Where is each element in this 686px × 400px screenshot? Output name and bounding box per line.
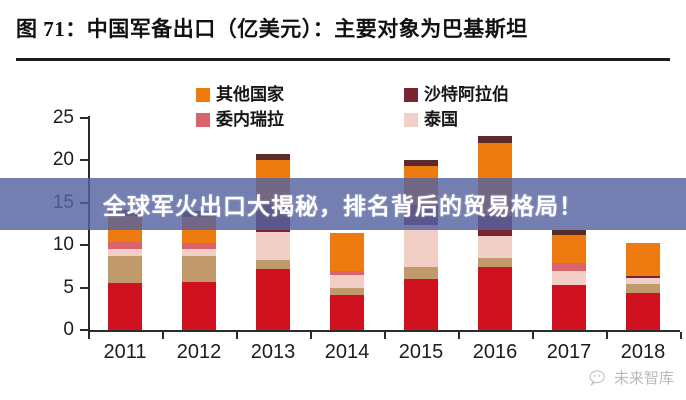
legend-item-other-countries: 其他国家	[196, 86, 284, 103]
y-axis-tick	[80, 286, 88, 289]
x-axis-line	[88, 330, 680, 332]
bar-segment[interactable]	[330, 232, 364, 271]
x-axis-tick-label: 2012	[176, 341, 222, 363]
bar-segment[interactable]	[108, 241, 142, 250]
overlay-banner: 全球军火出口大揭秘，排名背后的贸易格局！	[0, 178, 686, 230]
bar-segment[interactable]	[108, 282, 142, 330]
bar-segment[interactable]	[256, 260, 290, 269]
x-axis-tick	[384, 332, 386, 339]
bar-stack[interactable]	[552, 229, 586, 330]
bar-segment[interactable]	[478, 257, 512, 268]
bar-segment[interactable]	[404, 279, 438, 330]
bar-segment[interactable]	[256, 153, 290, 161]
legend-label: 委内瑞拉	[216, 110, 284, 129]
overlay-banner-text: 全球军火出口大揭秘，排名背后的贸易格局！	[103, 193, 583, 219]
legend-label: 其他国家	[216, 85, 284, 104]
chart-legend: 其他国家 沙特阿拉伯 委内瑞拉 泰国	[196, 86, 516, 134]
y-axis-tick-label: 10	[52, 234, 74, 256]
x-axis-tick-label: 2018	[620, 341, 666, 363]
y-axis-tick-label: 25	[52, 107, 74, 128]
legend-swatch-icon	[196, 87, 210, 102]
bar-stack[interactable]	[108, 209, 142, 330]
bar-segment[interactable]	[552, 263, 586, 271]
bar-segment[interactable]	[108, 256, 142, 283]
legend-item-venezuela: 委内瑞拉	[196, 111, 284, 128]
y-axis-tick-label: 5	[63, 276, 74, 298]
bar-segment[interactable]	[182, 242, 216, 249]
bar-segment[interactable]	[404, 267, 438, 280]
bar-segment[interactable]	[478, 267, 512, 330]
legend-label: 沙特阿拉伯	[424, 85, 509, 104]
x-axis-tick	[236, 332, 238, 339]
x-axis-tick-label: 2011	[103, 341, 147, 363]
bar-segment[interactable]	[182, 281, 216, 330]
bar-segment[interactable]	[330, 295, 364, 330]
x-axis-tick	[310, 332, 312, 339]
bar-segment[interactable]	[182, 248, 216, 257]
bar-segment[interactable]	[404, 224, 438, 268]
legend-swatch-icon	[196, 112, 210, 127]
x-axis-tick	[680, 332, 682, 339]
x-axis-tick	[458, 332, 460, 339]
legend-swatch-icon	[404, 87, 418, 102]
bar-segment[interactable]	[404, 159, 438, 167]
legend-label: 泰国	[424, 110, 458, 129]
bar-segment[interactable]	[626, 284, 660, 293]
x-axis-tick-label: 2015	[398, 341, 444, 363]
wechat-icon	[589, 369, 605, 386]
bar-segment[interactable]	[182, 256, 216, 282]
x-axis-tick	[88, 332, 90, 339]
x-axis-tick-label: 2017	[546, 341, 592, 363]
x-axis-tick-label: 2013	[250, 341, 296, 363]
watermark: 未来智库	[588, 367, 674, 388]
bar-segment[interactable]	[552, 235, 586, 264]
bar-segment[interactable]	[108, 249, 142, 257]
bar-segment[interactable]	[626, 292, 660, 330]
bar-segment[interactable]	[330, 274, 364, 289]
y-axis-tick	[80, 159, 88, 162]
x-axis-tick-label: 2014	[324, 341, 370, 363]
bar-segment[interactable]	[330, 288, 364, 296]
x-axis-tick	[162, 332, 164, 339]
bar-stack[interactable]	[330, 232, 364, 330]
watermark-label: 未来智库	[613, 370, 674, 387]
y-axis-tick-label: 0	[63, 319, 74, 340]
legend-item-thailand: 泰国	[404, 111, 458, 128]
bar-segment[interactable]	[330, 270, 364, 275]
y-axis-tick	[80, 244, 88, 247]
y-axis-tick-label: 20	[52, 149, 74, 171]
bar-stack[interactable]	[626, 242, 660, 330]
legend-item-saudi-arabia: 沙特阿拉伯	[404, 86, 509, 103]
title-divider	[16, 58, 670, 61]
bar-segment[interactable]	[552, 229, 586, 236]
bar-stack[interactable]	[478, 135, 512, 330]
bar-segment[interactable]	[626, 278, 660, 285]
bar-segment[interactable]	[256, 268, 290, 330]
page-title: 图 71：中国军备出口（亿美元）：主要对象为巴基斯坦	[16, 17, 528, 41]
x-axis-tick-label: 2016	[472, 341, 518, 363]
bar-segment[interactable]	[478, 135, 512, 143]
y-axis-tick	[80, 329, 88, 331]
y-axis-tick	[80, 117, 88, 119]
legend-swatch-icon	[404, 112, 418, 127]
bar-segment[interactable]	[552, 285, 586, 330]
x-axis-tick	[532, 332, 534, 339]
bar-segment[interactable]	[552, 270, 586, 286]
bar-segment[interactable]	[256, 231, 290, 261]
bar-segment[interactable]	[626, 242, 660, 276]
bar-segment[interactable]	[478, 235, 512, 258]
bar-segment[interactable]	[626, 275, 660, 279]
x-axis-tick	[606, 332, 608, 339]
